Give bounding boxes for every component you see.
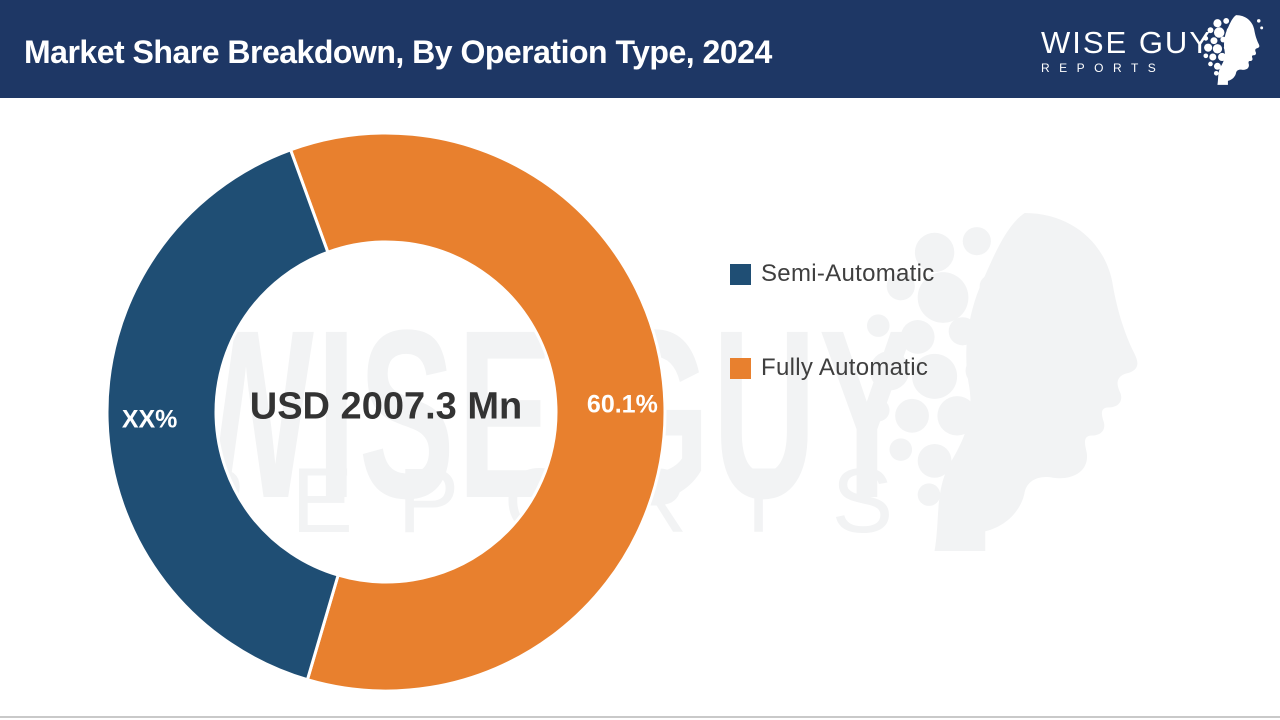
donut-slice-semi-automatic (105, 147, 340, 682)
brand-subtitle: REPORTS (1040, 60, 1166, 75)
brand-name: WISE GUY (1040, 24, 1212, 60)
watermark-head-icon (866, 213, 1138, 551)
legend-label: Fully Automatic (761, 354, 929, 381)
brand-logo-text: WISE GUY REPORTS (1041, 27, 1212, 74)
donut-chart: 60.1% XX% (105, 131, 667, 693)
page-title: Market Share Breakdown, By Operation Typ… (24, 33, 772, 70)
legend-item-semi-automatic: Semi-Automatic (730, 260, 935, 288)
legend: Semi-Automatic Fully Automatic (730, 260, 935, 448)
legend-item-fully-automatic: Fully Automatic (730, 354, 935, 382)
legend-swatch-orange (730, 357, 751, 379)
chart-area: WISE GUY REPORTS 60.1%XX% USD 2007.3 Mn … (0, 98, 1280, 720)
legend-swatch-blue (730, 263, 751, 285)
donut-slice-label: 60.1% (587, 390, 658, 418)
wise-guy-head-icon (1203, 15, 1264, 85)
header-bar: Market Share Breakdown, By Operation Typ… (0, 0, 1280, 98)
donut-center-value: USD 2007.3 Mn (249, 385, 523, 428)
donut-slice-fully-automatic (288, 131, 667, 693)
bottom-divider (0, 716, 1280, 718)
donut-slice-label: XX% (122, 406, 178, 434)
legend-label: Semi-Automatic (761, 260, 935, 287)
brand-logo: WISE GUY REPORTS (1041, 15, 1280, 85)
